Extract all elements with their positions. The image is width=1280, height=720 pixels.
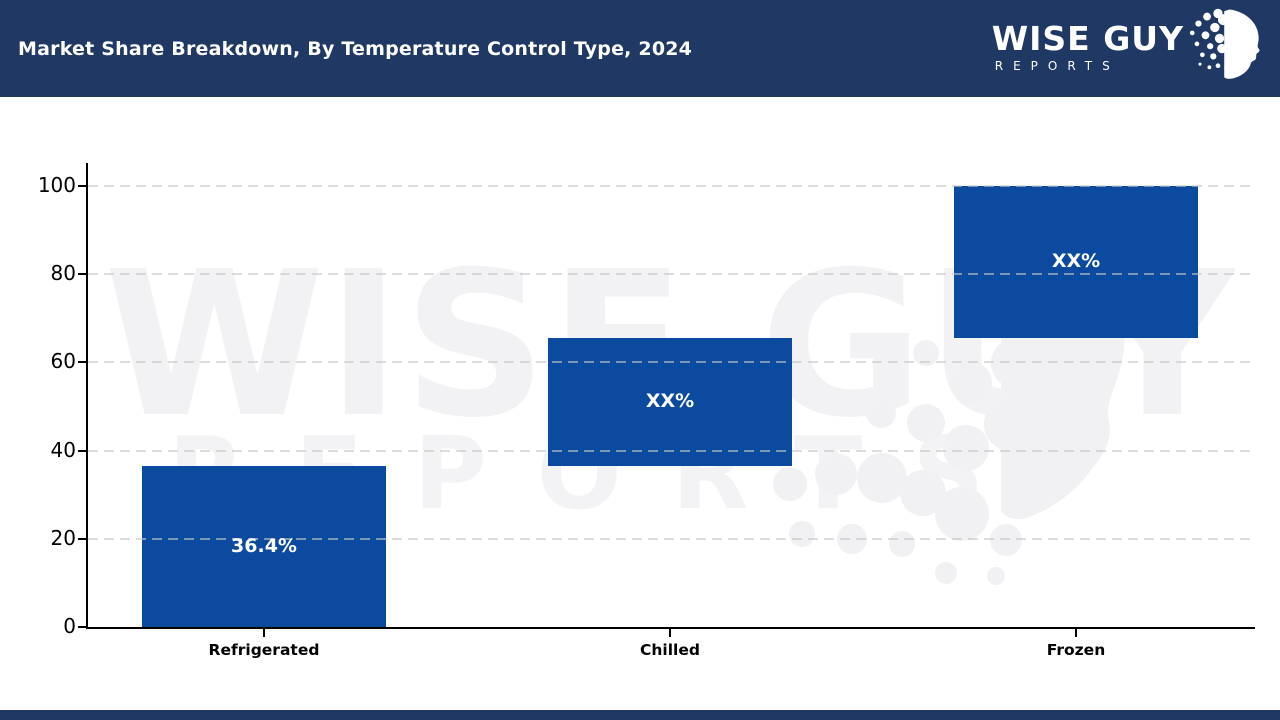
y-tick-mark [78,537,86,540]
bar [548,338,792,467]
y-tick-label: 0 [63,614,76,638]
logo-wordmark: WISE GUY [991,18,1184,58]
bar [142,466,386,627]
x-category-label: Refrigerated [208,641,320,659]
gridline [88,449,1253,452]
y-tick-label: 80 [50,261,76,286]
bar-value-label: 36.4% [231,534,297,557]
logo-subtitle: REPORTS [994,58,1120,73]
y-tick-label: 60 [50,349,76,374]
gridline [88,273,1253,276]
y-tick-label: 40 [50,437,76,462]
gridline [88,184,1253,187]
y-tick-label: 20 [50,525,76,550]
y-tick-label: 100 [37,172,76,197]
y-tick-mark [78,449,86,452]
y-tick-mark [78,361,86,364]
gridline [88,537,1253,540]
y-tick-mark [78,273,86,276]
bar-value-label: XX% [645,390,695,413]
bar [954,185,1198,338]
header-bar: Market Share Breakdown, By Temperature C… [0,0,1280,97]
x-tick-mark [1075,629,1077,637]
y-tick-mark [78,626,86,628]
logo-face-icon [1189,8,1260,79]
x-category-label: Frozen [1046,641,1106,659]
bar-value-label: XX% [1051,249,1101,272]
logo-text: WISE GUY REPORTS [992,22,1184,73]
x-category-label: Chilled [640,641,700,659]
chart-title: Market Share Breakdown, By Temperature C… [18,37,693,60]
wiseguy-logo: WISE GUY REPORTS [992,8,1264,86]
x-axis-line [86,627,1255,629]
y-tick-mark [78,184,86,187]
x-tick-mark [669,629,671,637]
gridline [88,361,1253,364]
footer-bar [0,710,1280,720]
y-axis-line [86,163,88,629]
x-tick-mark [263,629,265,637]
